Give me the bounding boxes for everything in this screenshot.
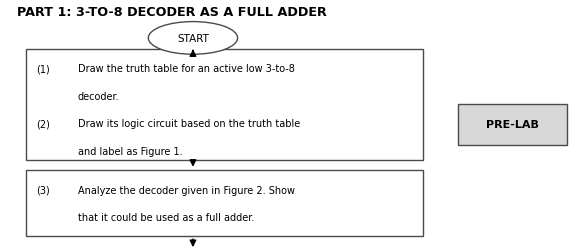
Text: (3): (3) xyxy=(36,185,50,195)
Text: and label as Figure 1.: and label as Figure 1. xyxy=(78,146,183,156)
Bar xyxy=(26,170,423,236)
Text: PART 1: 3-TO-8 DECODER AS A FULL ADDER: PART 1: 3-TO-8 DECODER AS A FULL ADDER xyxy=(17,6,327,19)
Text: PRE-LAB: PRE-LAB xyxy=(486,120,539,130)
Text: (2): (2) xyxy=(36,119,50,129)
Text: that it could be used as a full adder.: that it could be used as a full adder. xyxy=(78,212,254,222)
Bar xyxy=(26,50,423,160)
Bar xyxy=(458,105,567,145)
Text: decoder.: decoder. xyxy=(78,91,119,101)
Text: Draw its logic circuit based on the truth table: Draw its logic circuit based on the trut… xyxy=(78,119,300,129)
Ellipse shape xyxy=(148,22,238,55)
Text: START: START xyxy=(177,34,209,44)
Text: Analyze the decoder given in Figure 2. Show: Analyze the decoder given in Figure 2. S… xyxy=(78,185,295,195)
Text: (1): (1) xyxy=(36,64,50,74)
Text: Draw the truth table for an active low 3-to-8: Draw the truth table for an active low 3… xyxy=(78,64,295,74)
